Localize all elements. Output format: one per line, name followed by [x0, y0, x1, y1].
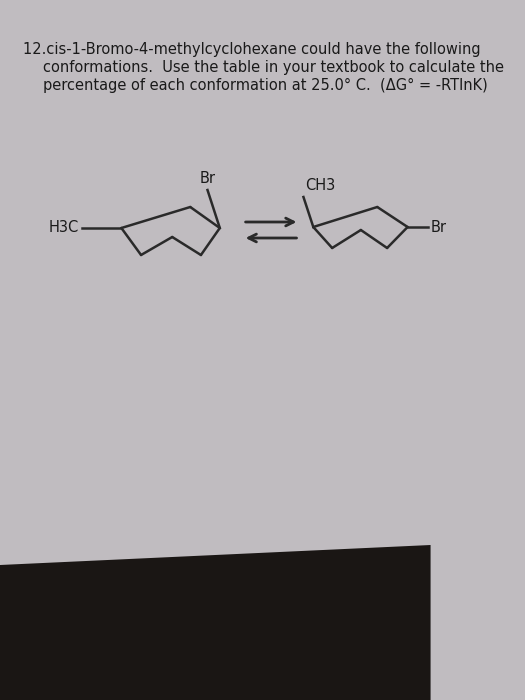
Polygon shape [0, 545, 430, 700]
Text: Br: Br [200, 171, 215, 186]
Text: H3C: H3C [48, 220, 79, 235]
Text: conformations.  Use the table in your textbook to calculate the: conformations. Use the table in your tex… [43, 60, 503, 75]
Text: 12.cis-1-Bromo-4-methylcyclohexane could have the following: 12.cis-1-Bromo-4-methylcyclohexane could… [23, 42, 480, 57]
Text: CH3: CH3 [305, 178, 335, 193]
Text: percentage of each conformation at 25.0° C.  (ΔG° = -RTlnK): percentage of each conformation at 25.0°… [43, 78, 487, 93]
Text: Br: Br [430, 220, 447, 235]
